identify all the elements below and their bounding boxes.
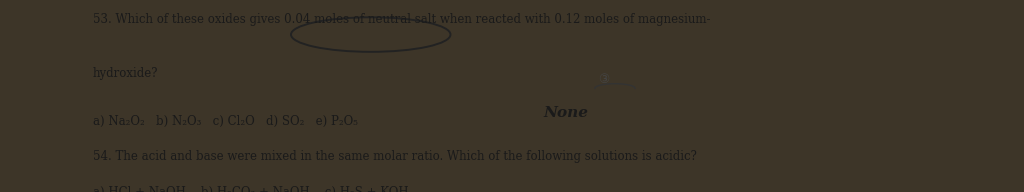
Text: a) Na₂O₂   b) N₂O₃   c) Cl₂O   d) SO₂   e) P₂O₅: a) Na₂O₂ b) N₂O₃ c) Cl₂O d) SO₂ e) P₂O₅ xyxy=(93,115,357,128)
Text: ③: ③ xyxy=(599,73,610,86)
Text: 54. The acid and base were mixed in the same molar ratio. Which of the following: 54. The acid and base were mixed in the … xyxy=(93,150,696,163)
Text: a) HCl + NaOH    b) H₂CO₃ + NaOH    c) H₂S + KOH: a) HCl + NaOH b) H₂CO₃ + NaOH c) H₂S + K… xyxy=(93,186,409,192)
Text: None: None xyxy=(544,106,589,120)
Text: 53. Which of these oxides gives 0.04 moles of neutral salt when reacted with 0.1: 53. Which of these oxides gives 0.04 mol… xyxy=(93,13,711,26)
Text: hydroxide?: hydroxide? xyxy=(93,67,159,80)
